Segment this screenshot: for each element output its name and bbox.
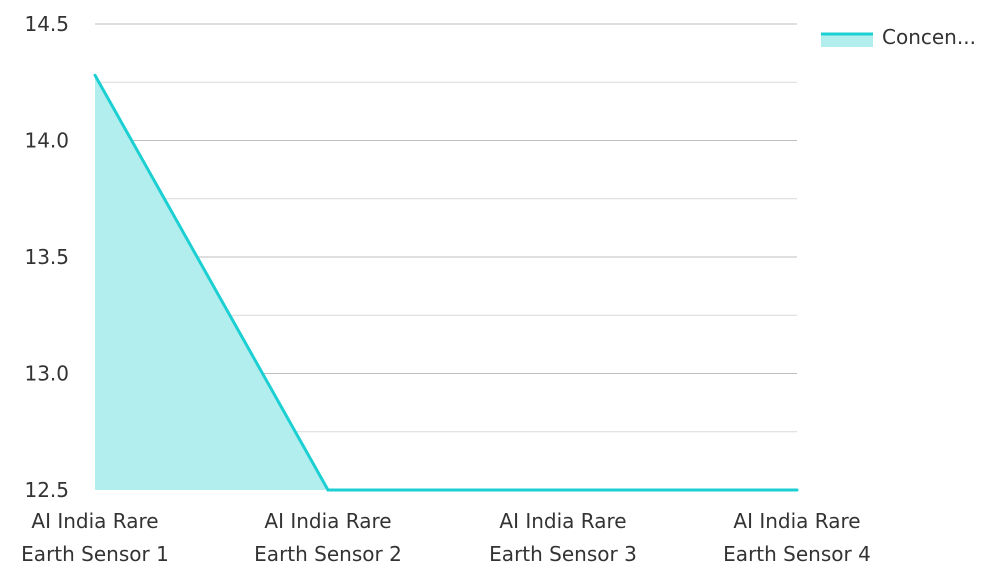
legend-swatch-fill — [821, 34, 873, 47]
x-tick-label: AI India Rare Earth Sensor 4 — [723, 509, 871, 562]
legend[interactable]: Concen... — [821, 25, 976, 49]
y-tick-label: 14.5 — [24, 12, 69, 36]
series-line-segment — [93, 73, 330, 492]
x-tick-label: AI India Rare Earth Sensor 2 — [254, 509, 402, 562]
x-tick-label: AI India Rare Earth Sensor 1 — [21, 509, 169, 562]
x-tick-label-line: AI India Rare — [31, 509, 158, 533]
y-tick-label: 13.0 — [24, 362, 69, 386]
x-tick-label-line: Earth Sensor 3 — [489, 542, 637, 562]
y-tick-label: 14.0 — [24, 129, 69, 153]
x-tick-label-line: Earth Sensor 2 — [254, 542, 402, 562]
x-tick-label-line: AI India Rare — [264, 509, 391, 533]
series-area-fill — [95, 75, 797, 490]
y-tick-label: 12.5 — [24, 478, 69, 502]
x-tick-label-line: AI India Rare — [499, 509, 626, 533]
x-tick-label-line: AI India Rare — [733, 509, 860, 533]
x-tick-label-line: Earth Sensor 4 — [723, 542, 871, 562]
x-tick-label: AI India Rare Earth Sensor 3 — [489, 509, 637, 562]
x-tick-label-line: Earth Sensor 1 — [21, 542, 169, 562]
series-area — [95, 75, 797, 490]
series-lines — [93, 73, 799, 492]
legend-label: Concen... — [882, 25, 976, 49]
y-axis: 12.5 13.0 13.5 14.0 14.5 — [24, 12, 69, 502]
y-tick-label: 13.5 — [24, 245, 69, 269]
